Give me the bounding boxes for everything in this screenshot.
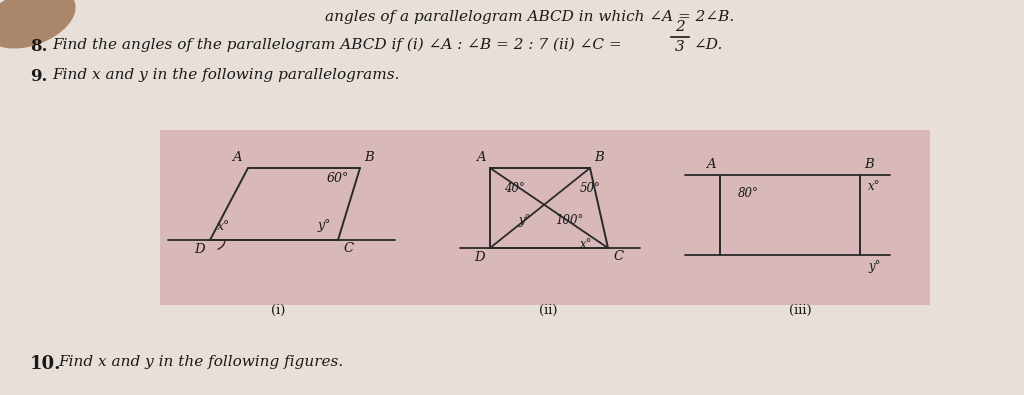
Text: ∠D.: ∠D. [694,38,723,52]
Text: 9.: 9. [30,68,47,85]
Text: 60°: 60° [327,171,349,184]
Text: angles of a parallelogram ABCD in which ∠A = 2∠B.: angles of a parallelogram ABCD in which … [326,10,734,24]
Text: D: D [474,251,485,264]
Text: B: B [864,158,873,171]
Text: 50°: 50° [580,182,601,195]
Bar [160,130,930,305]
Text: Find the angles of the parallelogram ABCD if (i) ∠A : ∠B = 2 : 7 (ii) ∠C =: Find the angles of the parallelogram ABC… [52,38,622,53]
Text: y°: y° [518,214,531,227]
Text: 2: 2 [675,20,685,34]
Text: B: B [364,151,374,164]
Text: Find x and y in the following parallelograms.: Find x and y in the following parallelog… [52,68,399,82]
Text: 10.: 10. [30,355,61,373]
Text: 40°: 40° [504,182,525,195]
Text: 100°: 100° [555,214,584,227]
Text: (ii): (ii) [539,303,557,316]
Text: A: A [476,151,486,164]
Text: D: D [195,243,205,256]
Text: (iii): (iii) [788,303,811,316]
Text: C: C [343,242,353,255]
Ellipse shape [0,0,76,49]
Text: 8.: 8. [30,38,47,55]
Text: y°: y° [317,220,331,233]
Text: A: A [232,151,242,164]
Text: (i): (i) [270,303,286,316]
Text: x°: x° [868,180,881,193]
Text: A: A [707,158,716,171]
Text: B: B [594,151,604,164]
Text: x°: x° [217,220,230,233]
Text: 3: 3 [675,40,685,54]
Text: C: C [613,250,624,263]
Text: 80°: 80° [738,187,759,200]
Text: x°: x° [580,238,592,251]
Text: y°: y° [868,260,881,273]
Text: Find x and y in the following figures.: Find x and y in the following figures. [58,355,343,369]
